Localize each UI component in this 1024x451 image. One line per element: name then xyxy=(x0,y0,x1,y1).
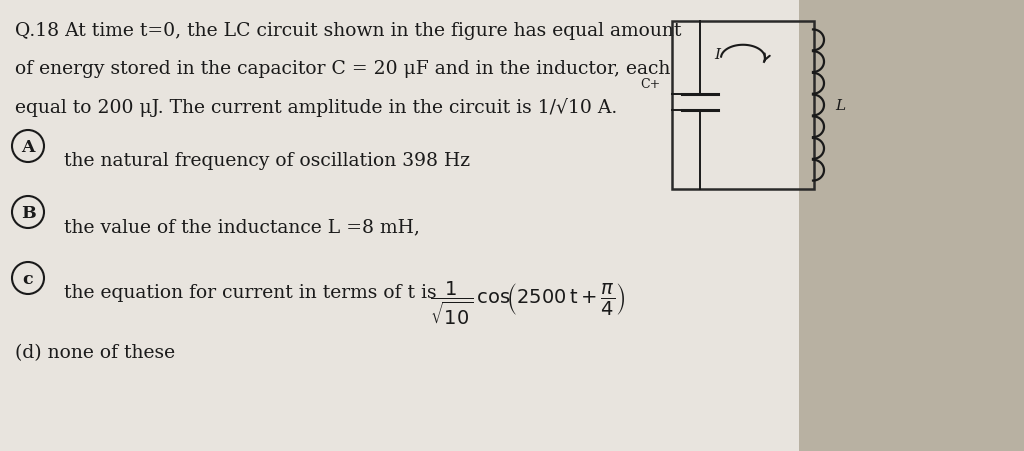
Text: the value of the inductance L =8 mH,: the value of the inductance L =8 mH, xyxy=(52,217,420,235)
Text: the equation for current in terms of t is: the equation for current in terms of t i… xyxy=(52,283,436,301)
Text: L: L xyxy=(835,99,845,113)
Text: C+: C+ xyxy=(640,78,660,91)
Text: A: A xyxy=(22,138,35,155)
Text: equal to 200 μJ. The current amplitude in the circuit is 1/√10 A.: equal to 200 μJ. The current amplitude i… xyxy=(15,98,617,117)
Text: $\dfrac{1}{\sqrt{10}}\,\mathrm{cos}\!\left(2500\,\mathrm{t}+\dfrac{\pi}{4}\right: $\dfrac{1}{\sqrt{10}}\,\mathrm{cos}\!\le… xyxy=(430,279,626,327)
Text: Q.18 At time t=0, the LC circuit shown in the figure has equal amount: Q.18 At time t=0, the LC circuit shown i… xyxy=(15,22,681,40)
Text: B: B xyxy=(20,204,36,221)
Bar xyxy=(672,22,814,189)
Text: the natural frequency of oscillation 398 Hz: the natural frequency of oscillation 398… xyxy=(52,152,470,170)
Text: I: I xyxy=(714,48,720,62)
Text: (d) none of these: (d) none of these xyxy=(15,343,175,361)
Text: c: c xyxy=(23,270,34,287)
Text: of energy stored in the capacitor C = 20 μF and in the inductor, each: of energy stored in the capacitor C = 20… xyxy=(15,60,671,78)
Bar xyxy=(799,0,1024,451)
